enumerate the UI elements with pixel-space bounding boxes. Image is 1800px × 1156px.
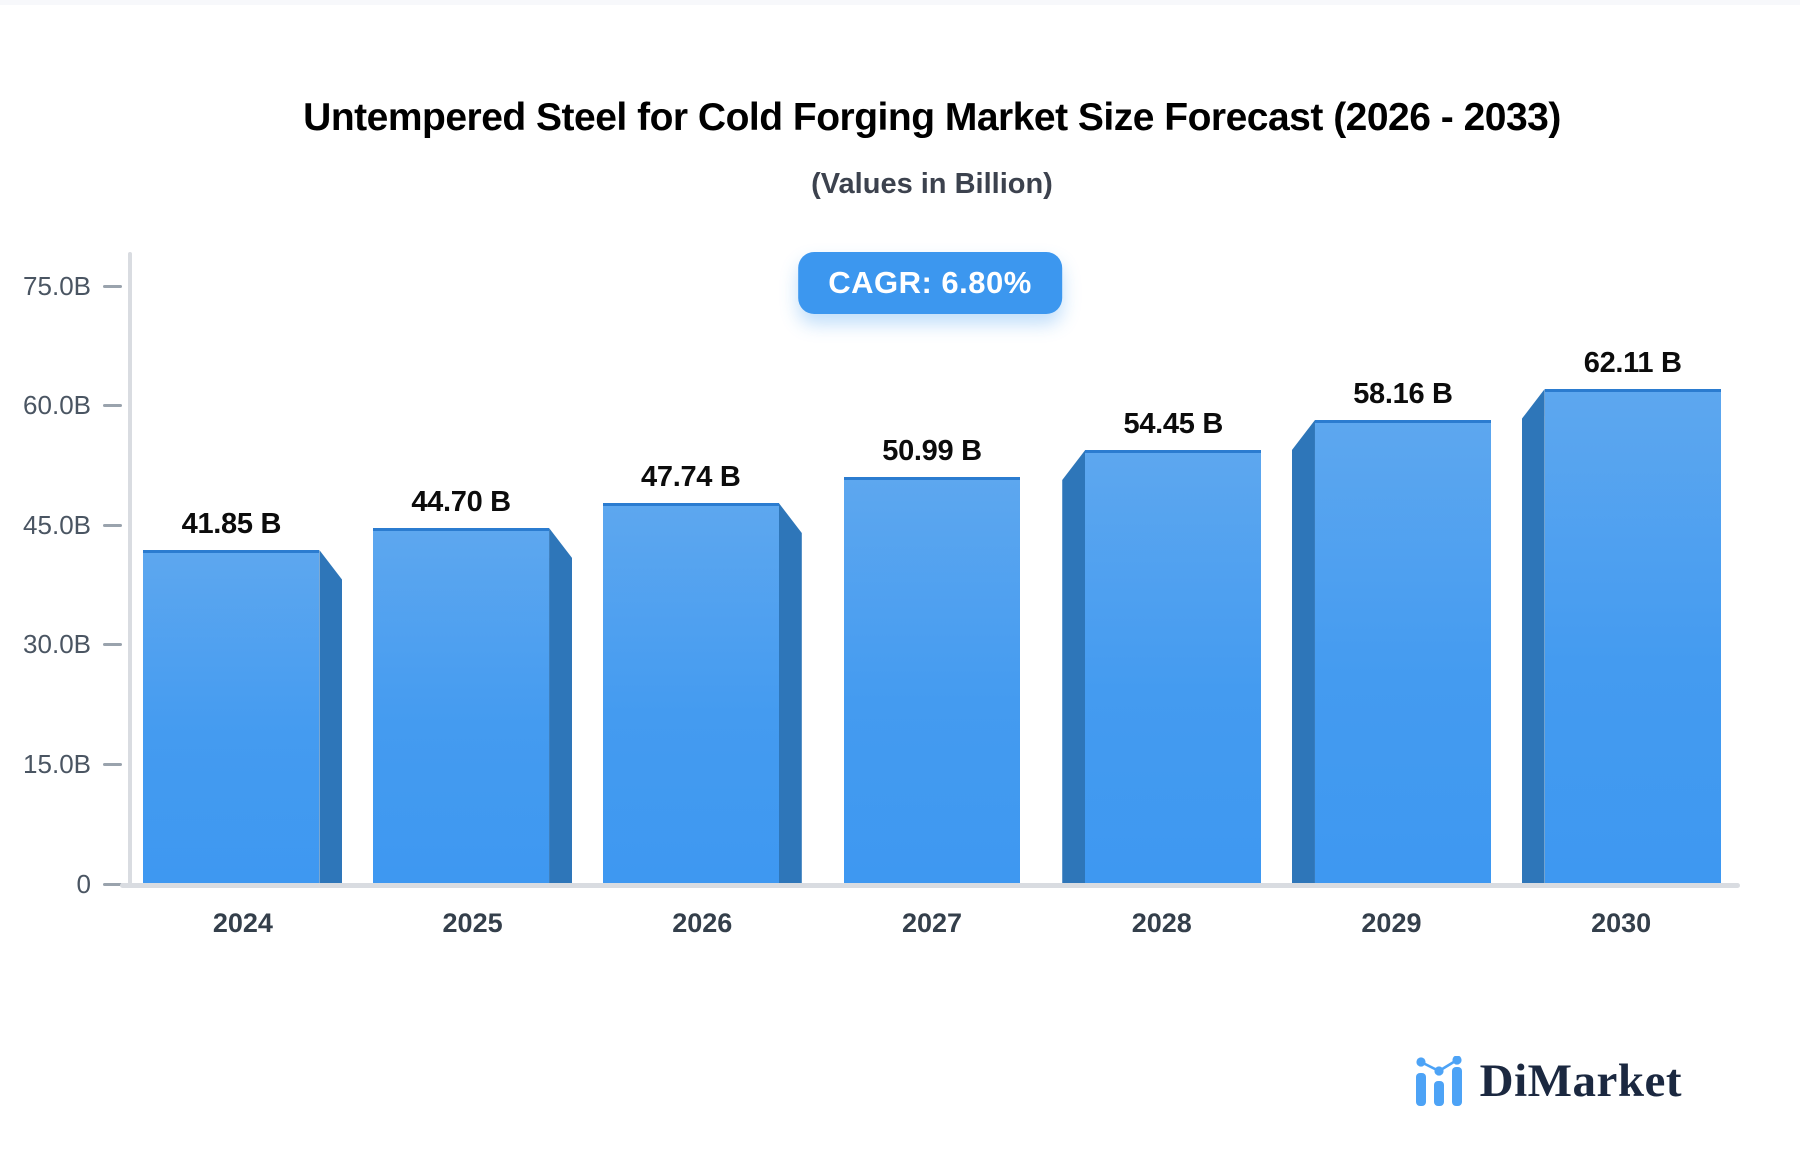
y-tick-mark bbox=[103, 882, 122, 886]
y-axis: 75.0B 60.0B 45.0B 30.0B 15.0B 0 bbox=[0, 271, 126, 899]
bar-side-panel bbox=[1521, 389, 1545, 884]
bar-face: 50.99 B bbox=[844, 435, 1021, 884]
x-axis-label: 2025 bbox=[442, 908, 503, 938]
chart-subtitle: (Values in Billion) bbox=[811, 168, 1053, 200]
bar-slot: 54.45 B bbox=[1047, 286, 1277, 884]
bar: 41.85 B bbox=[143, 508, 343, 884]
bar-line-chart-icon bbox=[1415, 1056, 1462, 1106]
bar-face: 54.45 B bbox=[1085, 408, 1262, 884]
bar-value-label: 44.70 B bbox=[411, 486, 511, 518]
bar-face: 41.85 B bbox=[143, 508, 320, 884]
bar-slot: 50.99 B bbox=[817, 286, 1047, 884]
page-top-border bbox=[0, 0, 1800, 5]
plot-area: 41.85 B 44.70 B 47.74 B 50.99 B 54.45 B 58.16… bbox=[120, 252, 1740, 888]
x-axis-label: 2027 bbox=[901, 908, 963, 938]
bar-value-label: 58.16 B bbox=[1353, 378, 1453, 410]
bar-value-label: 54.45 B bbox=[1123, 408, 1223, 440]
brand-logo: DiMarket bbox=[1415, 1054, 1682, 1108]
x-axis-label: 2028 bbox=[1131, 908, 1192, 938]
y-tick-label: 30.0B bbox=[23, 629, 91, 660]
y-tick-label: 15.0B bbox=[23, 748, 91, 779]
bar-slot: 41.85 B bbox=[128, 286, 358, 884]
bar-face: 44.70 B bbox=[373, 486, 550, 884]
y-tick-mark bbox=[103, 404, 122, 408]
bar-value-label: 41.85 B bbox=[181, 508, 282, 540]
x-axis-line bbox=[120, 883, 1740, 888]
chart-title: Untempered Steel for Cold Forging Market… bbox=[303, 96, 1561, 139]
bar-side-panel bbox=[319, 550, 343, 884]
y-axis-line bbox=[128, 252, 132, 886]
bar-slot: 47.74 B bbox=[587, 286, 817, 884]
y-tick-label: 75.0B bbox=[23, 270, 91, 301]
bar-value-label: 62.11 B bbox=[1583, 347, 1682, 379]
bar: 62.11 B bbox=[1521, 347, 1721, 884]
bar: 58.16 B bbox=[1291, 378, 1491, 884]
bar: 54.45 B bbox=[1062, 408, 1262, 884]
x-axis-label: 2026 bbox=[672, 908, 733, 938]
y-tick-mark bbox=[103, 643, 122, 647]
y-tick-label: 60.0B bbox=[23, 390, 91, 421]
brand-name: DiMarket bbox=[1479, 1055, 1682, 1107]
bar-side-panel bbox=[549, 528, 573, 884]
bar-slots: 41.85 B 44.70 B 47.74 B 50.99 B 54.45 B 58.16… bbox=[128, 286, 1736, 884]
y-tick-label: 45.0B bbox=[23, 509, 91, 540]
bar-slot: 44.70 B bbox=[358, 286, 588, 884]
y-tick-mark bbox=[103, 762, 122, 766]
bar-slot: 58.16 B bbox=[1277, 286, 1507, 884]
bar-slot: 62.11 B bbox=[1506, 286, 1736, 884]
y-tick-mark bbox=[103, 284, 122, 288]
bar: 47.74 B bbox=[602, 461, 802, 884]
x-labels: 2024 2025 2026 2027 2028 2029 2030 bbox=[128, 908, 1736, 939]
bar-side-panel bbox=[1062, 450, 1086, 884]
bar-face: 62.11 B bbox=[1544, 347, 1721, 884]
x-axis-label: 2030 bbox=[1591, 908, 1652, 938]
x-axis-label: 2024 bbox=[212, 908, 273, 938]
bar-face: 58.16 B bbox=[1314, 378, 1491, 884]
cagr-badge: CAGR: 6.80% bbox=[798, 252, 1062, 314]
y-tick-mark bbox=[103, 523, 122, 527]
bar: 44.70 B bbox=[373, 486, 573, 884]
x-axis-label: 2029 bbox=[1361, 908, 1422, 938]
bar-side-panel bbox=[778, 503, 802, 884]
y-tick-label: 0 bbox=[76, 868, 91, 899]
bar: 50.99 B bbox=[844, 435, 1021, 884]
bar-side-panel bbox=[1291, 420, 1315, 884]
bar-value-label: 47.74 B bbox=[641, 461, 741, 493]
bar-value-label: 50.99 B bbox=[882, 435, 982, 467]
bar-face: 47.74 B bbox=[602, 461, 779, 884]
